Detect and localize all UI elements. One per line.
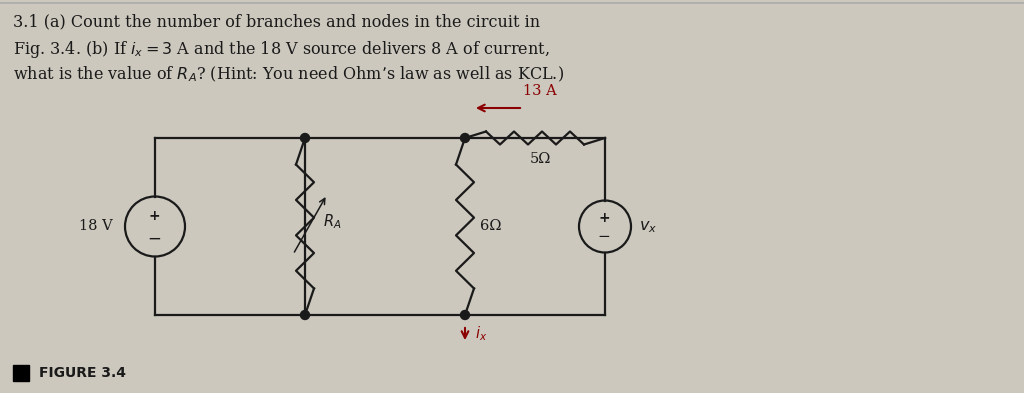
Circle shape — [461, 134, 469, 143]
Text: $i_x$: $i_x$ — [475, 325, 487, 343]
Circle shape — [300, 310, 309, 320]
Text: $v_x$: $v_x$ — [639, 218, 657, 235]
Text: −: − — [147, 230, 161, 248]
Text: 13 A: 13 A — [523, 84, 557, 98]
Circle shape — [461, 310, 469, 320]
Text: 3.1 (a) Count the number of branches and nodes in the circuit in: 3.1 (a) Count the number of branches and… — [13, 13, 540, 30]
Bar — [13, 365, 29, 381]
Text: 5Ω: 5Ω — [529, 152, 551, 166]
Text: what is the value of $R_A$? (Hint: You need Ohm’s law as well as KCL.): what is the value of $R_A$? (Hint: You n… — [13, 65, 564, 84]
Text: FIGURE 3.4: FIGURE 3.4 — [39, 366, 126, 380]
Text: 6Ω: 6Ω — [480, 220, 502, 233]
Text: 18 V: 18 V — [79, 220, 113, 233]
Text: +: + — [148, 209, 160, 222]
Text: −: − — [598, 229, 610, 244]
Text: +: + — [598, 211, 610, 224]
Circle shape — [300, 134, 309, 143]
Text: $R_A$: $R_A$ — [323, 212, 341, 231]
Text: Fig. 3.4. (b) If $i_x = 3$ A and the 18 V source delivers 8 A of current,: Fig. 3.4. (b) If $i_x = 3$ A and the 18 … — [13, 39, 550, 60]
